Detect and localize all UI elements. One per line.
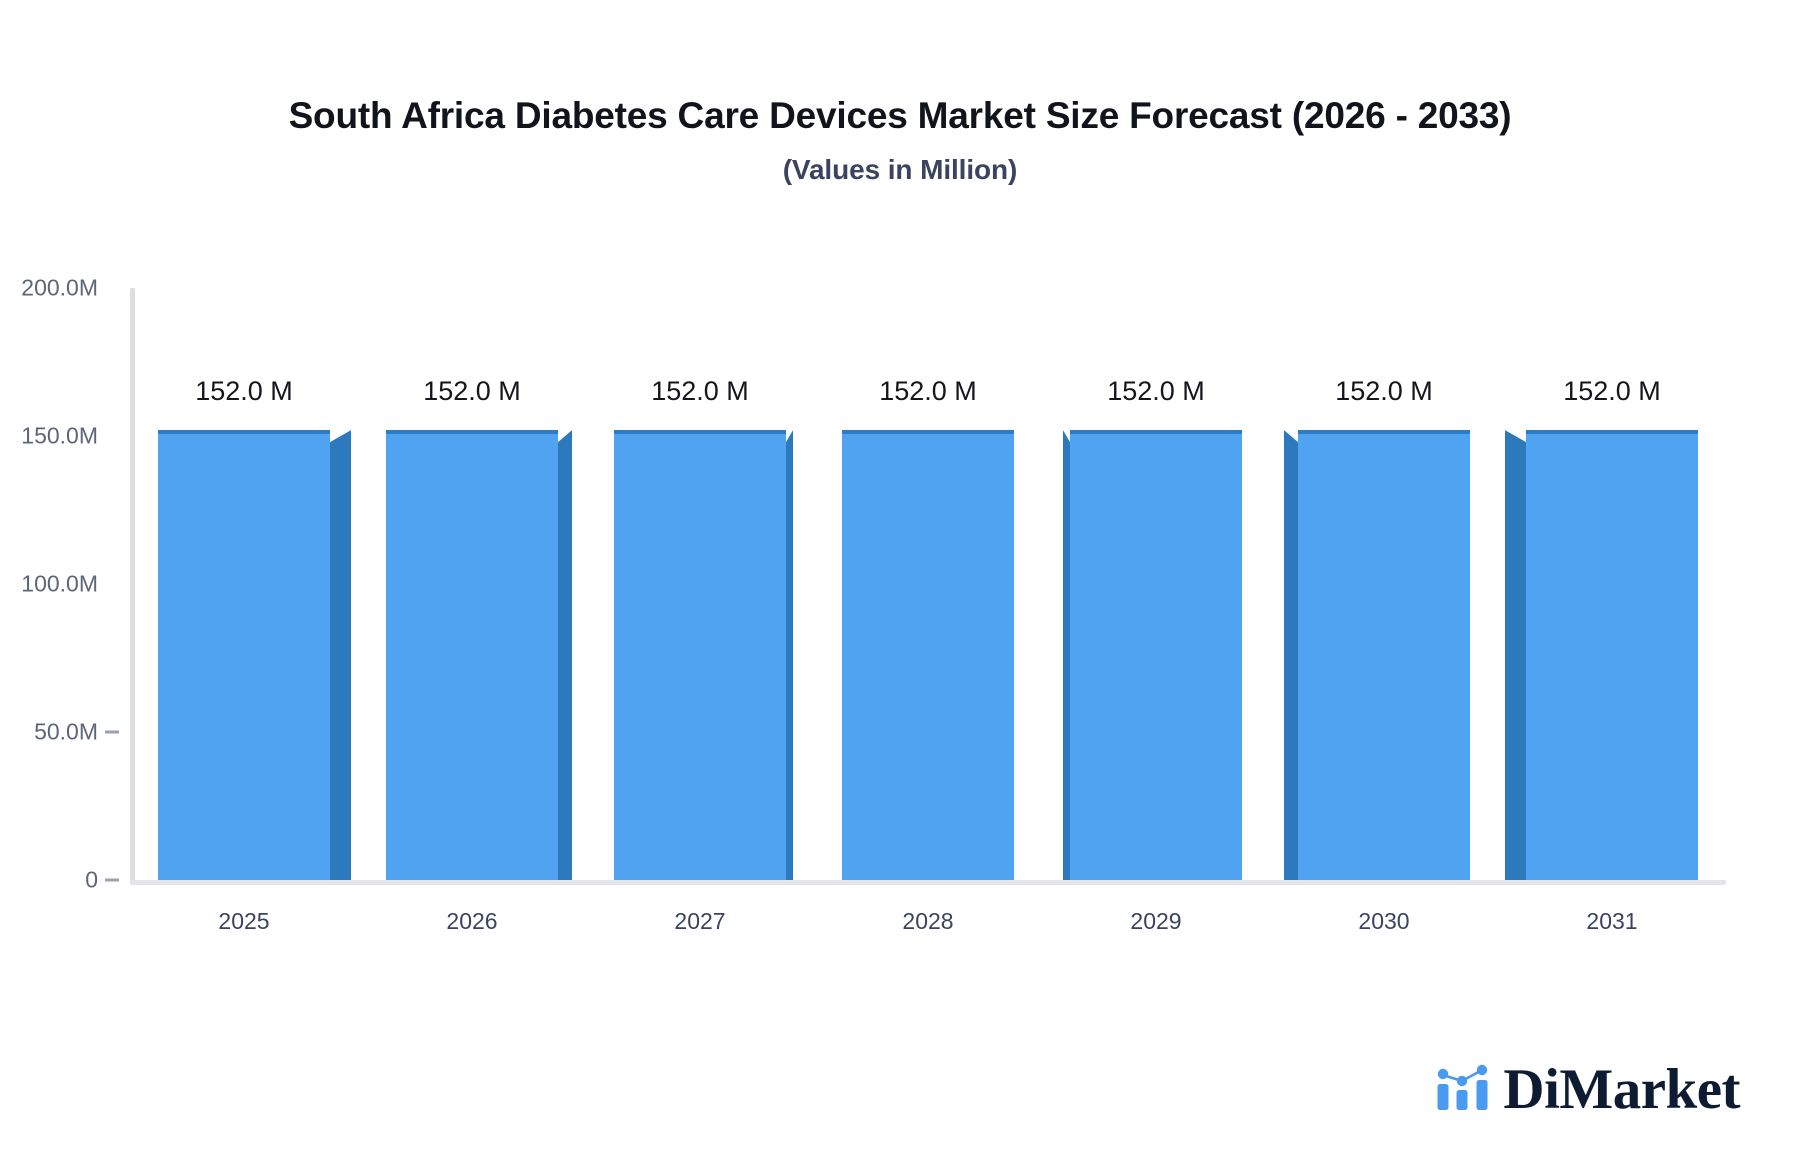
y-axis-tick-mark [105,730,119,734]
y-axis-tick-mark [105,878,119,882]
bar-side-panel [1505,430,1526,880]
bar-face [842,430,1014,880]
bar-value-label: 152.0 M [651,376,749,407]
bar-2027[interactable]: 152.0 M [614,376,793,880]
bar-value-label: 152.0 M [1335,376,1433,407]
bar-value-label: 152.0 M [195,376,293,407]
bar-value-label: 152.0 M [1107,376,1205,407]
bar-value-label: 152.0 M [879,376,977,407]
bar-2029[interactable]: 152.0 M [1063,376,1242,880]
chart-subtitle: (Values in Million) [782,153,1018,185]
x-axis-label-2027: 2027 [674,908,726,934]
bar-face [1526,430,1698,880]
y-axis-tick-label: 150.0M [21,422,98,449]
bar-face [158,430,330,880]
bar-value-label: 152.0 M [423,376,521,407]
bar-value-label: 152.0 M [1563,376,1661,407]
bar-face [1298,430,1470,880]
chart-title: South Africa Diabetes Care Devices Marke… [288,95,1512,136]
bar-side-panel [330,430,351,880]
bar-2031[interactable]: 152.0 M [1505,376,1698,880]
bar-2028[interactable]: 152.0 M [842,376,1014,880]
bar-chart-icon [1435,1062,1491,1117]
bar-face [614,430,786,880]
title-block: South Africa Diabetes Care Devices Marke… [0,95,1800,186]
bar-2030[interactable]: 152.0 M [1284,376,1470,880]
dimarket-logo: DiMarket [1435,1061,1740,1118]
bar-2025[interactable]: 152.0 M [158,376,351,880]
y-axis-tick-label: 200.0M [21,274,98,301]
bar-2026[interactable]: 152.0 M [386,376,572,880]
y-axis-tick-label: 50.0M [34,718,98,745]
y-axis-tick-label: 100.0M [21,570,98,597]
y-axis-line [130,288,135,882]
bar-face [1070,430,1242,880]
logo-text: DiMarket [1503,1058,1740,1121]
bar-side-panel [786,430,793,880]
x-axis-label-2029: 2029 [1130,908,1182,934]
x-axis-label-2026: 2026 [446,908,498,934]
x-axis-line [130,880,1726,885]
x-axis-label-2028: 2028 [902,908,954,934]
x-axis-label-2025: 2025 [218,908,270,934]
x-axis-label-2031: 2031 [1586,908,1638,934]
y-axis-tick-label: 0 [85,866,98,893]
bar-side-panel [1063,430,1070,880]
x-axis-label-2030: 2030 [1358,908,1410,934]
bar-side-panel [1284,430,1298,880]
bar-face [386,430,558,880]
bar-side-panel [558,430,572,880]
